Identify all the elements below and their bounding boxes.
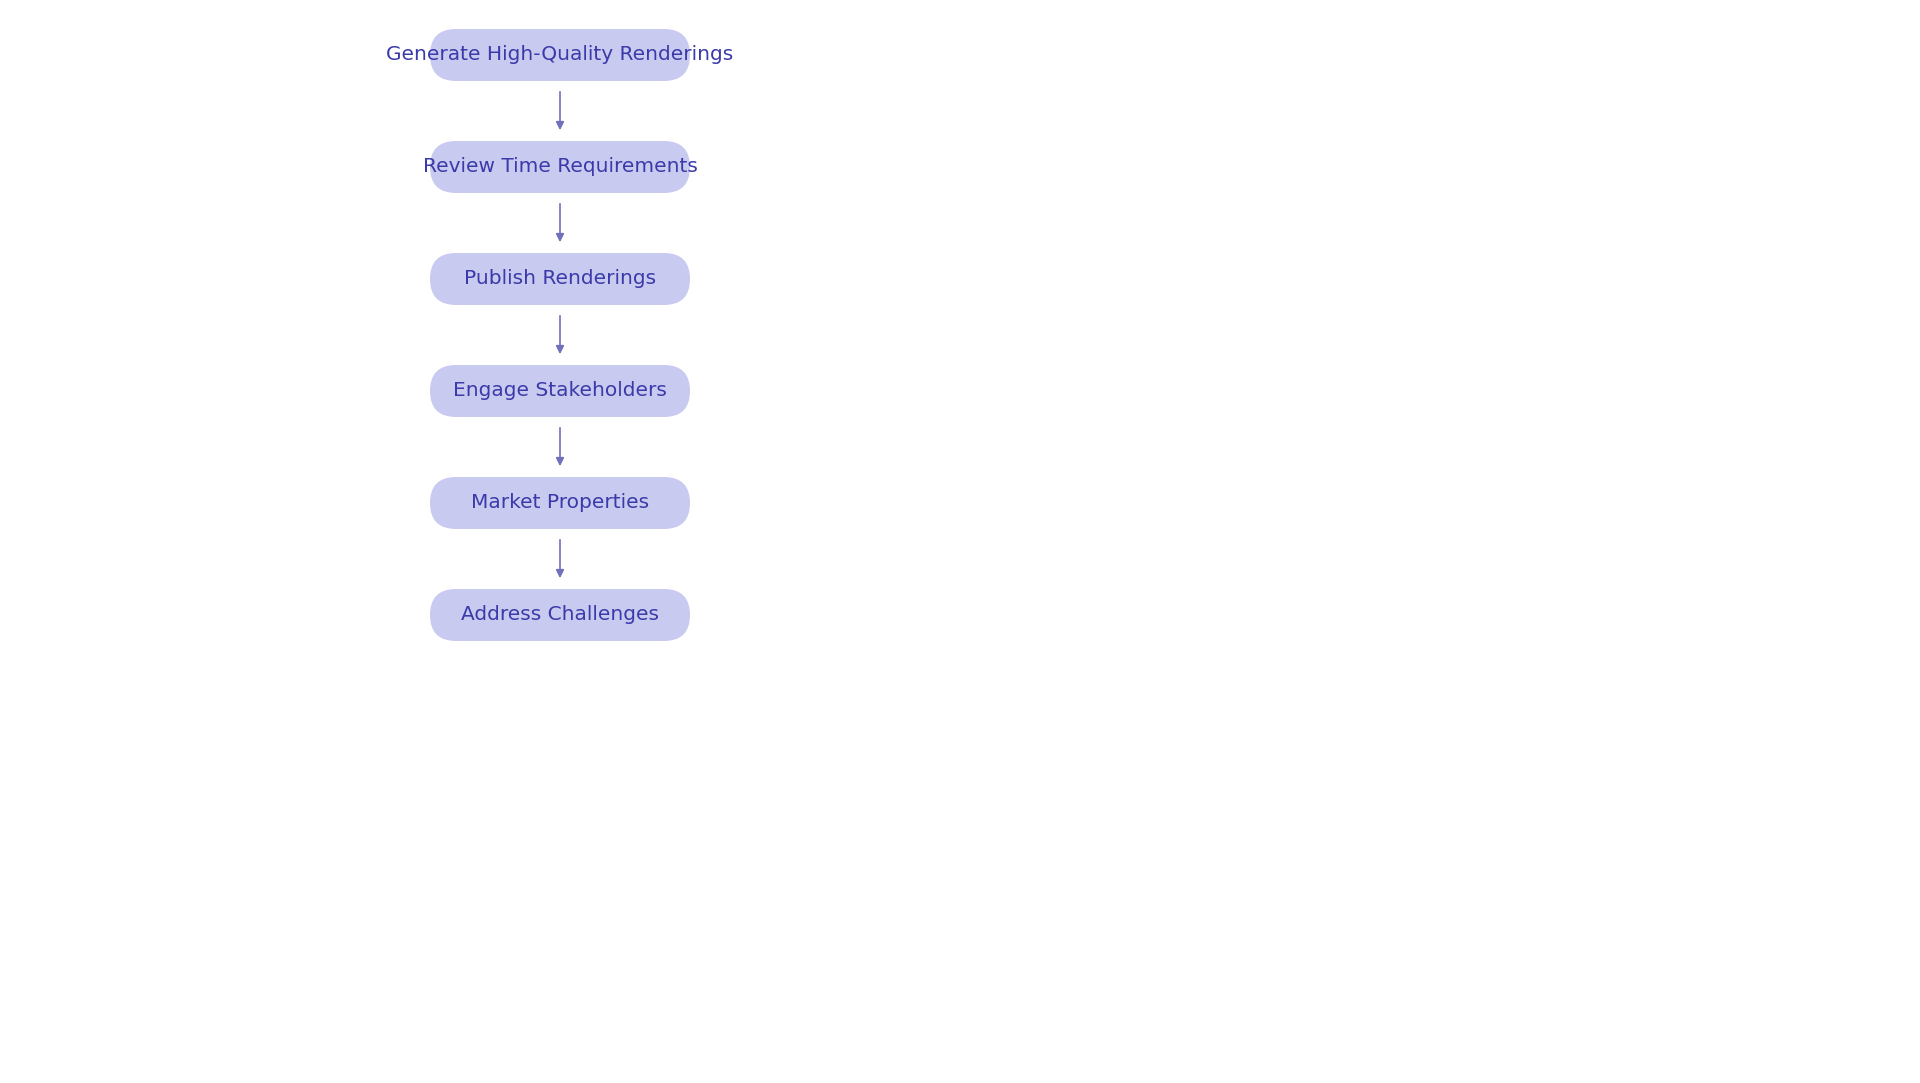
Text: Market Properties: Market Properties [470,494,649,512]
FancyBboxPatch shape [430,141,689,193]
Text: Engage Stakeholders: Engage Stakeholders [453,381,666,401]
FancyBboxPatch shape [430,477,689,529]
Text: Generate High-Quality Renderings: Generate High-Quality Renderings [386,45,733,65]
FancyBboxPatch shape [430,365,689,417]
Text: Publish Renderings: Publish Renderings [465,270,657,288]
FancyBboxPatch shape [430,253,689,305]
Text: Review Time Requirements: Review Time Requirements [422,157,697,177]
FancyBboxPatch shape [430,29,689,81]
Text: Address Challenges: Address Challenges [461,605,659,625]
FancyBboxPatch shape [430,589,689,641]
